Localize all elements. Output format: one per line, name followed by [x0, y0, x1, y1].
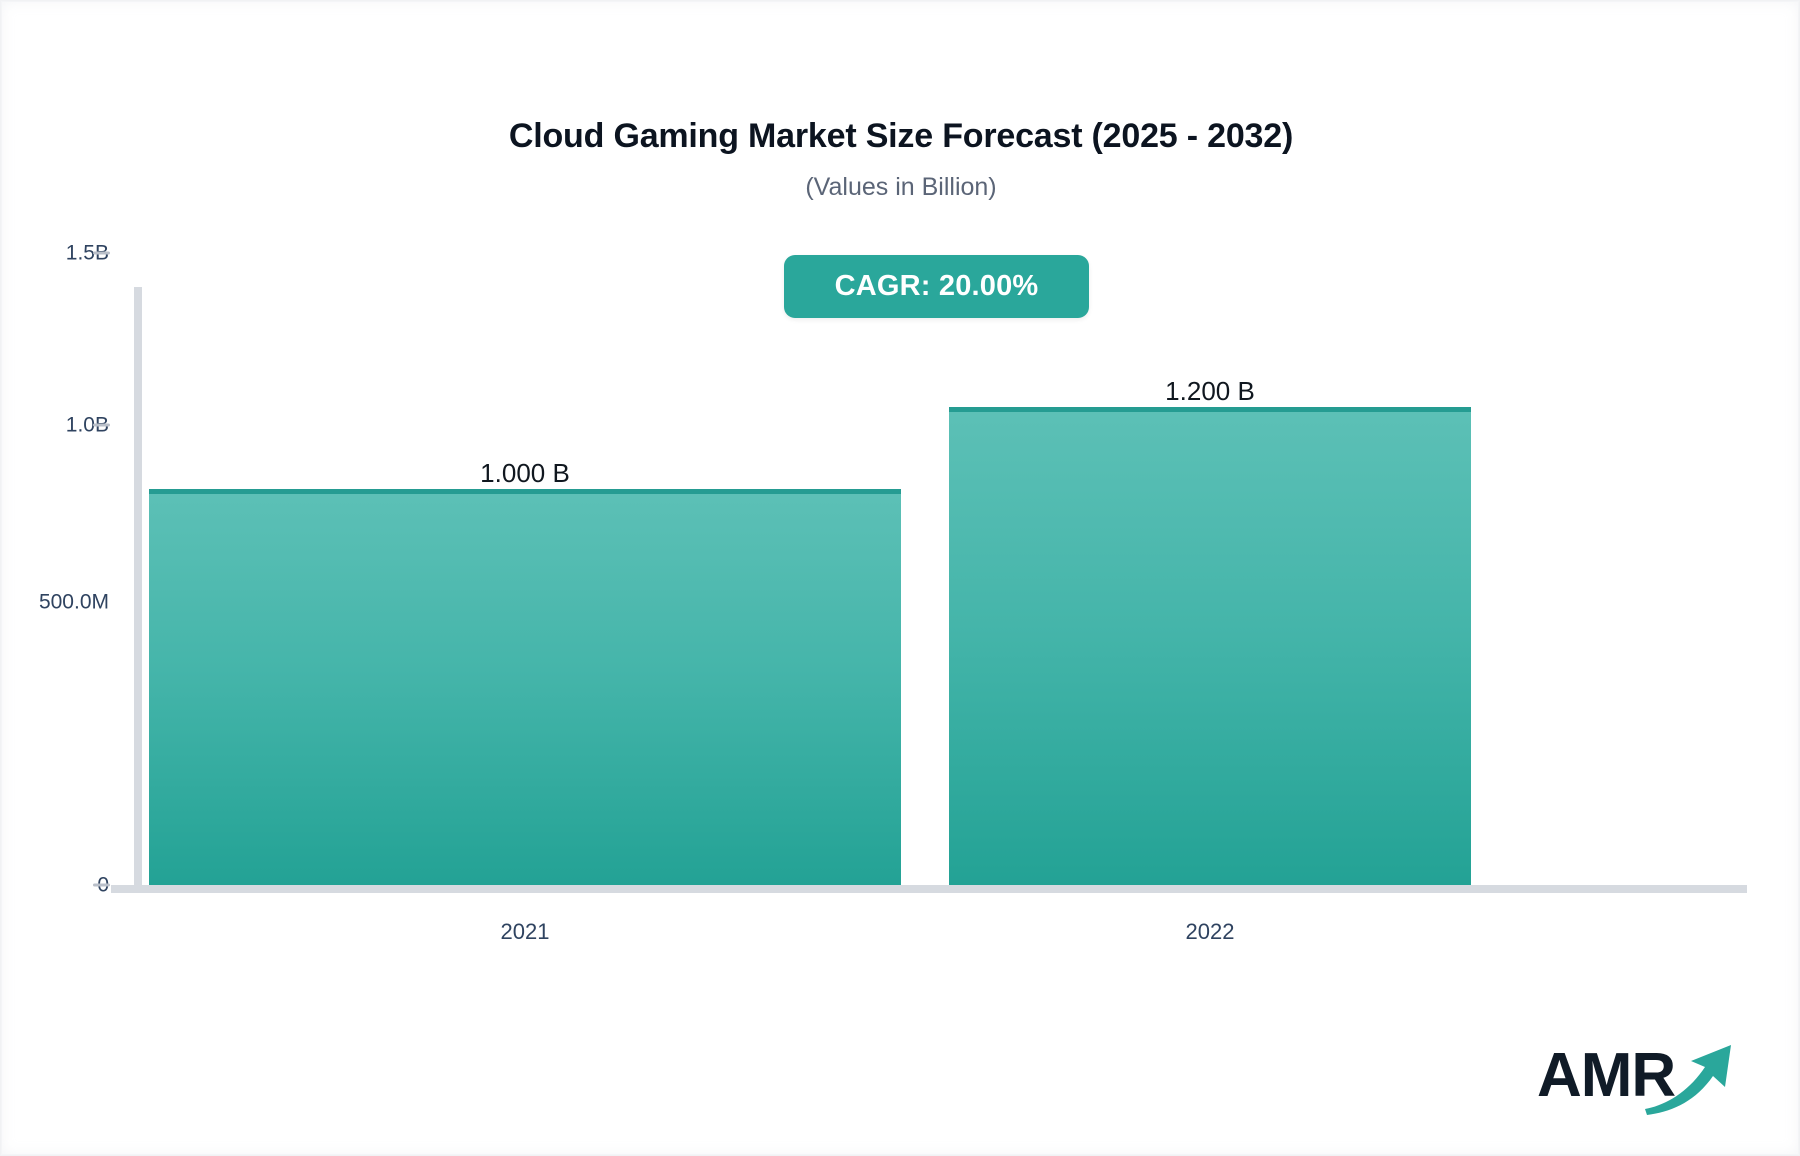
amr-wordmark: AMR	[1537, 1041, 1676, 1110]
y-tick-label-0: 1.5B	[65, 241, 109, 265]
y-tick-label-1: 1.0B	[65, 413, 109, 437]
chart-subtitle: (Values in Billion)	[805, 173, 997, 201]
cagr-badge: CAGR: 20.00%	[784, 255, 1089, 318]
x-tick-label-2021: 2021	[500, 919, 550, 944]
bar-2021	[149, 489, 901, 885]
y-tick-dash-0	[93, 251, 110, 255]
y-axis-line	[134, 287, 142, 887]
bar-value-label-2021: 1.000 B	[480, 458, 570, 488]
x-tick-label-2022: 2022	[1185, 919, 1235, 944]
x-axis-line	[111, 885, 1747, 893]
y-tick-dash-1	[93, 423, 110, 427]
bar-value-label-2022: 1.200 B	[1165, 376, 1255, 406]
y-tick-dash-3	[93, 883, 110, 887]
y-tick-label-2: 500.0M	[38, 590, 109, 614]
bar-2022	[949, 407, 1471, 885]
growth-arrow-icon	[1645, 1045, 1731, 1115]
amr-logo: AMR	[1537, 1037, 1733, 1115]
cagr-badge-label: CAGR: 20.00%	[834, 270, 1039, 302]
chart-title: Cloud Gaming Market Size Forecast (2025 …	[508, 117, 1294, 155]
